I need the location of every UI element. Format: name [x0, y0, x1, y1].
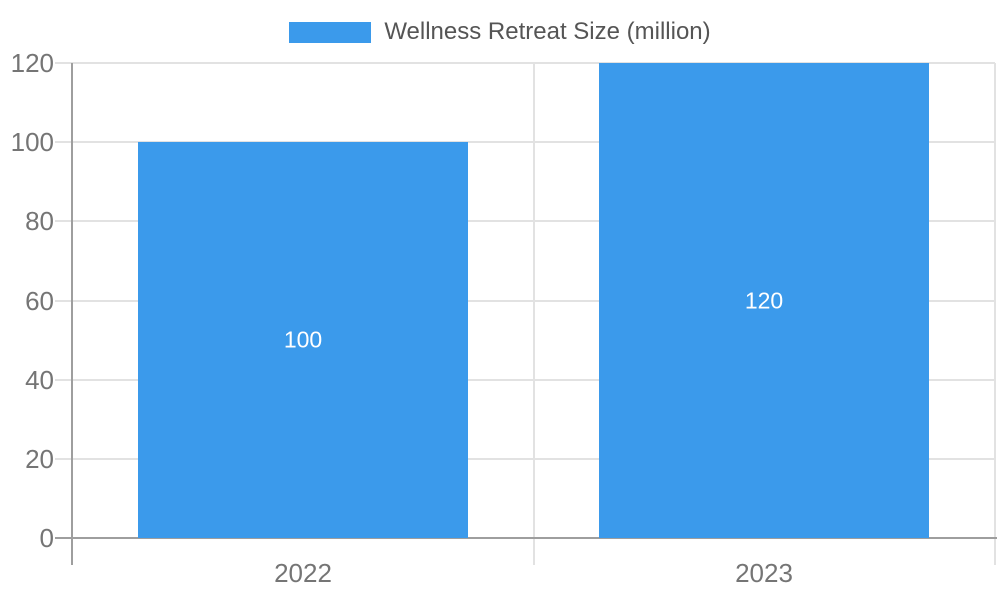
y-tick-label: 20 — [25, 444, 54, 474]
y-tick-label: 80 — [25, 206, 54, 236]
y-tick-80 — [55, 220, 72, 222]
x-tick-label-2022: 2022 — [274, 558, 332, 588]
bar-value-label: 120 — [744, 287, 784, 314]
legend-item[interactable]: Wellness Retreat Size (million) — [289, 18, 711, 45]
legend-label: Wellness Retreat Size (million) — [384, 18, 711, 45]
bar-2022[interactable] — [138, 142, 468, 538]
x-tick-1 — [533, 538, 535, 565]
y-tick-120 — [55, 62, 72, 64]
y-tick-label: 40 — [25, 365, 54, 395]
y-tick-100 — [55, 141, 72, 143]
y-tick-label: 120 — [10, 48, 54, 78]
x-axis-baseline — [55, 537, 997, 539]
x-tick-label-2023: 2023 — [735, 558, 793, 588]
x-gridline-1 — [533, 63, 535, 538]
x-tick-2 — [994, 538, 996, 565]
y-tick-label: 100 — [10, 127, 54, 157]
legend-swatch-icon — [289, 21, 372, 43]
x-gridline-2 — [994, 63, 996, 538]
bar-2023[interactable] — [599, 63, 929, 538]
y-tick-20 — [55, 458, 72, 460]
y-tick-label: 60 — [25, 286, 54, 316]
bar-value-label: 100 — [283, 326, 323, 353]
y-axis-line — [71, 63, 73, 565]
y-tick-40 — [55, 379, 72, 381]
y-tick-label: 0 — [39, 523, 54, 553]
y-tick-60 — [55, 300, 72, 302]
chart-legend: Wellness Retreat Size (million) — [0, 18, 1000, 45]
